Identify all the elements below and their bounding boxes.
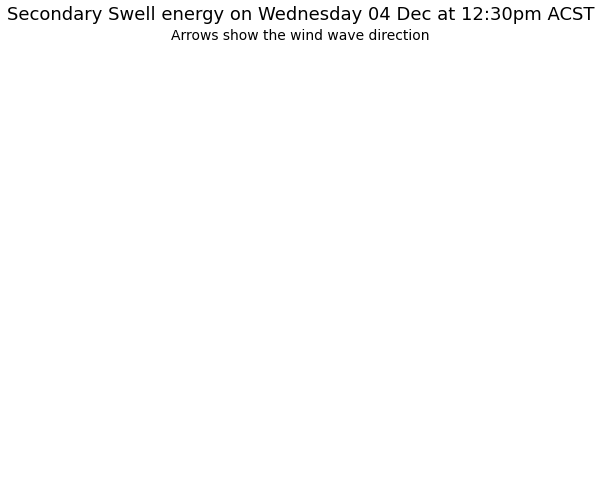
Text: Map requires cartopy: Map requires cartopy — [227, 259, 374, 273]
Text: Secondary Swell energy on Wednesday 04 Dec at 12:30pm ACST: Secondary Swell energy on Wednesday 04 D… — [7, 6, 594, 24]
Text: Arrows show the wind wave direction: Arrows show the wind wave direction — [171, 29, 430, 43]
